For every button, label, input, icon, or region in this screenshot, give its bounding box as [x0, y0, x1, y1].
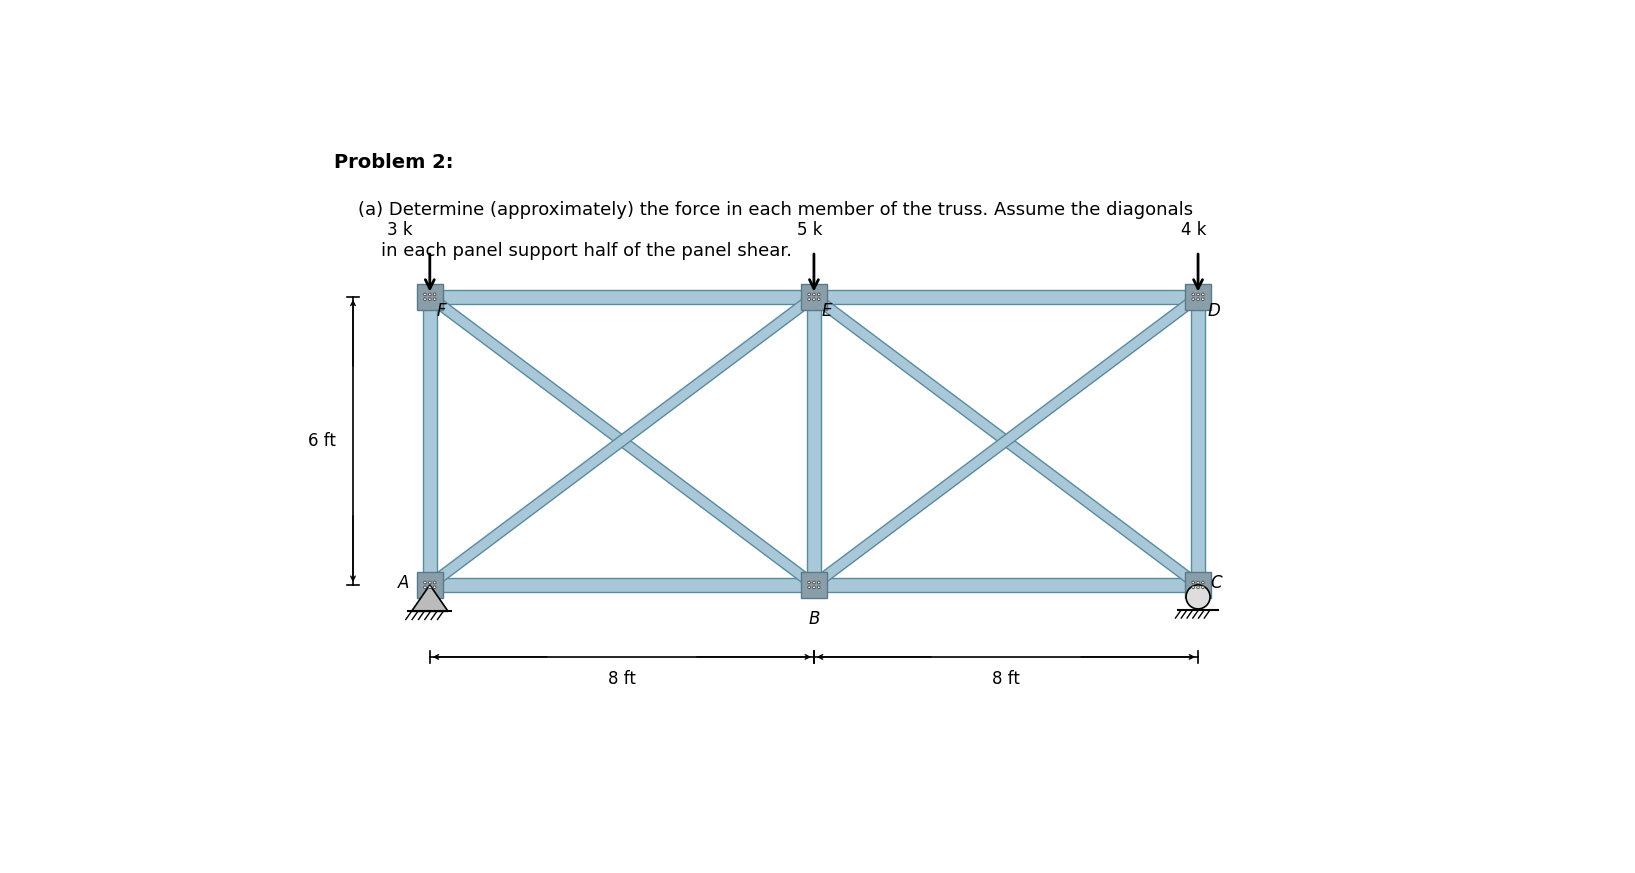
Circle shape: [423, 581, 427, 584]
Circle shape: [808, 586, 811, 588]
Circle shape: [428, 581, 432, 584]
Circle shape: [1197, 581, 1200, 584]
Text: 8 ft: 8 ft: [992, 670, 1020, 689]
Circle shape: [1192, 293, 1195, 296]
Circle shape: [813, 586, 816, 588]
Polygon shape: [806, 297, 821, 585]
Circle shape: [813, 293, 816, 296]
Polygon shape: [430, 578, 814, 592]
Circle shape: [433, 586, 437, 588]
Text: 5 k: 5 k: [798, 221, 822, 239]
Circle shape: [818, 298, 821, 300]
Circle shape: [1185, 585, 1210, 609]
Circle shape: [1192, 298, 1195, 300]
Circle shape: [808, 298, 811, 300]
Polygon shape: [814, 578, 1198, 592]
Polygon shape: [814, 290, 1198, 304]
Circle shape: [423, 586, 427, 588]
Bar: [1185, 284, 1212, 310]
Text: 6 ft: 6 ft: [309, 432, 337, 450]
Bar: [417, 284, 443, 310]
Text: B: B: [808, 610, 819, 628]
Polygon shape: [430, 290, 814, 304]
Circle shape: [818, 586, 821, 588]
Text: 4 k: 4 k: [1180, 221, 1207, 239]
Polygon shape: [1190, 297, 1205, 585]
Circle shape: [428, 293, 432, 296]
Text: 3 k: 3 k: [386, 221, 412, 239]
Circle shape: [818, 581, 821, 584]
Text: 8 ft: 8 ft: [608, 670, 636, 689]
Circle shape: [428, 586, 432, 588]
Bar: [801, 284, 827, 310]
Polygon shape: [412, 585, 448, 611]
Circle shape: [1197, 586, 1200, 588]
Circle shape: [813, 581, 816, 584]
Polygon shape: [422, 297, 437, 585]
Text: Problem 2:: Problem 2:: [334, 153, 453, 172]
Bar: [417, 572, 443, 598]
Circle shape: [813, 298, 816, 300]
Circle shape: [1192, 586, 1195, 588]
Text: D: D: [1208, 301, 1220, 320]
Text: in each panel support half of the panel shear.: in each panel support half of the panel …: [358, 242, 791, 259]
Circle shape: [428, 298, 432, 300]
Circle shape: [1202, 586, 1205, 588]
Text: A: A: [399, 574, 410, 592]
Polygon shape: [811, 292, 1202, 589]
Bar: [1185, 572, 1212, 598]
Text: (a) Determine (approximately) the force in each member of the truss. Assume the : (a) Determine (approximately) the force …: [358, 201, 1194, 219]
Circle shape: [433, 298, 437, 300]
Circle shape: [808, 293, 811, 296]
Text: F: F: [437, 301, 446, 320]
Circle shape: [1197, 293, 1200, 296]
Circle shape: [1202, 581, 1205, 584]
Circle shape: [808, 581, 811, 584]
Circle shape: [1202, 293, 1205, 296]
Polygon shape: [427, 292, 818, 589]
Circle shape: [1192, 581, 1195, 584]
Circle shape: [818, 293, 821, 296]
Bar: [801, 572, 827, 598]
Circle shape: [423, 298, 427, 300]
Polygon shape: [811, 292, 1202, 589]
Text: C: C: [1210, 574, 1221, 592]
Circle shape: [423, 293, 427, 296]
Circle shape: [1202, 298, 1205, 300]
Circle shape: [433, 293, 437, 296]
Polygon shape: [427, 292, 818, 589]
Circle shape: [1197, 298, 1200, 300]
Circle shape: [433, 581, 437, 584]
Text: E: E: [821, 301, 832, 320]
